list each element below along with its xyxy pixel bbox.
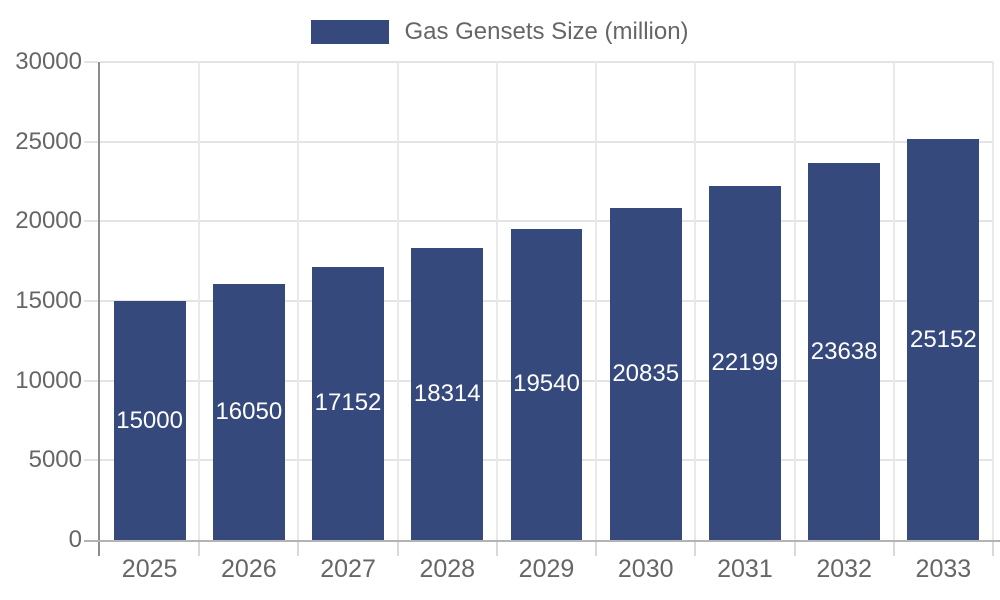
y-axis-tick	[84, 459, 98, 462]
bar-2026: 16050	[212, 284, 285, 540]
bar-value-label: 20835	[612, 360, 680, 388]
y-axis-tick	[84, 220, 98, 223]
bar-slot-2025: 15000	[100, 62, 199, 540]
y-axis-tick	[84, 300, 98, 302]
x-tick-label: 2031	[717, 555, 773, 583]
y-tick-label: 30000	[15, 48, 82, 75]
bar-2030: 20835	[609, 208, 682, 540]
gridline-v	[297, 62, 300, 540]
x-tick-label: 2032	[816, 555, 872, 583]
gridline-v	[892, 62, 895, 540]
x-axis-tick	[495, 542, 498, 556]
bar-value-label: 22199	[711, 349, 779, 377]
gridline-h	[100, 220, 993, 223]
y-axis-labels: 0 5000 10000 15000 20000 25000 30000	[0, 48, 82, 553]
x-tick-label: 2027	[320, 555, 376, 583]
gridline-v	[198, 62, 201, 540]
bar-slot-2033: 25152	[894, 62, 993, 540]
x-tick-label: 2028	[419, 555, 476, 583]
bar-2027: 17152	[312, 266, 384, 540]
gridline-h	[100, 61, 993, 63]
y-tick-label: 10000	[15, 366, 82, 394]
y-tick-label: 0	[68, 526, 82, 553]
y-tick-label: 5000	[28, 446, 82, 474]
legend-label: Gas Gensets Size (million)	[404, 18, 689, 45]
x-axis-tick	[297, 542, 300, 556]
gridline-v	[793, 62, 796, 540]
bar-value-label: 15000	[116, 406, 183, 434]
bar-slot-2030: 20835	[596, 62, 695, 540]
gridline-v	[495, 62, 498, 540]
x-axis-tick	[396, 542, 399, 556]
x-axis-line	[84, 540, 1000, 542]
bar-value-label: 17152	[314, 389, 382, 417]
gridline-h	[100, 140, 993, 143]
y-tick-label: 15000	[15, 287, 82, 314]
gridline-v	[992, 62, 994, 540]
x-axis-labels: 2025 2026 2027 2028 2029 2030 2031 2032 2033	[100, 552, 993, 586]
y-axis-line	[98, 62, 100, 556]
x-tick-label: 2026	[221, 555, 277, 583]
bar-slot-2032: 23638	[795, 62, 894, 540]
bar-series: 15000 16050 17152 18314 19540 20835 22199 23638…	[100, 62, 993, 540]
bar-value-label: 23638	[810, 337, 878, 365]
bar-2031: 22199	[708, 186, 781, 540]
bar-2025: 15000	[113, 301, 186, 540]
x-tick-label: 2029	[518, 555, 575, 583]
gridline-v	[694, 62, 697, 540]
bar-2033: 25152	[907, 139, 980, 540]
x-axis-tick	[892, 542, 895, 556]
gridline-v	[396, 62, 399, 540]
y-tick-label: 25000	[15, 127, 82, 155]
y-tick-label: 20000	[15, 207, 82, 235]
x-axis-tick	[694, 542, 697, 556]
gridline-v	[595, 62, 598, 540]
bar-2028: 18314	[411, 248, 484, 540]
bar-value-label: 25152	[909, 325, 977, 353]
bar-2032: 23638	[808, 163, 881, 540]
bar-slot-2027: 17152	[298, 62, 397, 540]
x-tick-label: 2025	[121, 555, 178, 583]
x-tick-label: 2030	[617, 555, 674, 583]
x-tick-label: 2033	[915, 555, 972, 583]
bar-slot-2026: 16050	[199, 62, 298, 540]
x-axis-tick	[793, 542, 796, 556]
y-axis-tick	[84, 140, 98, 143]
legend: Gas Gensets Size (million)	[0, 17, 1000, 47]
legend-swatch	[311, 20, 390, 44]
bar-slot-2028: 18314	[398, 62, 497, 540]
bar-value-label: 18314	[413, 380, 481, 408]
y-axis-tick	[84, 379, 98, 382]
bar-2029: 19540	[510, 228, 583, 540]
plot-area: 15000 16050 17152 18314 19540 20835 22199 23638…	[84, 61, 1000, 556]
bar-slot-2031: 22199	[695, 62, 794, 540]
x-axis-tick	[595, 542, 598, 556]
x-axis-tick	[198, 542, 201, 556]
x-axis-tick	[992, 542, 994, 556]
bar-value-label: 16050	[215, 398, 283, 426]
y-axis-tick	[84, 61, 98, 63]
bar-value-label: 19540	[513, 370, 580, 398]
bar-slot-2029: 19540	[497, 62, 596, 540]
